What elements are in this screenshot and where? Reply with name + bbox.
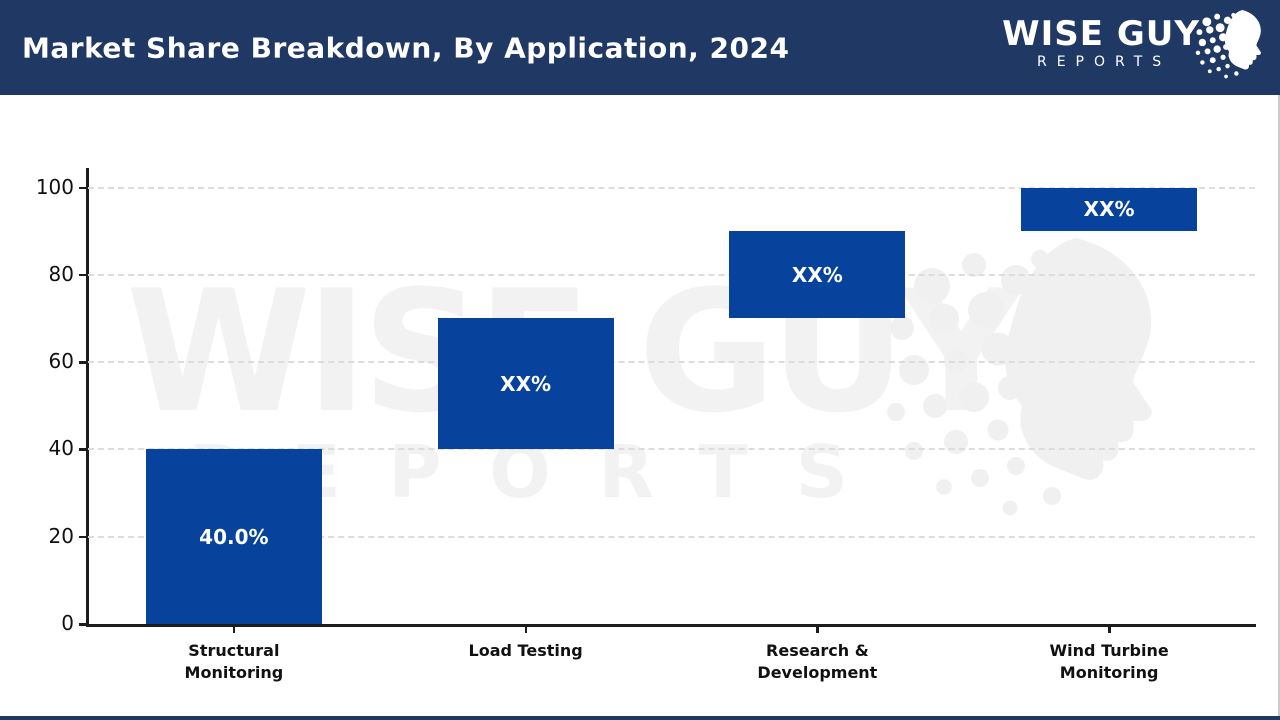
y-tick-mark: [79, 535, 87, 539]
bar-segment-4: XX%: [1021, 187, 1198, 232]
y-tick-mark: [79, 448, 87, 451]
y-gridline: [88, 535, 1255, 538]
bar-value-label: XX%: [791, 262, 843, 287]
bar-value-label: XX%: [1083, 197, 1135, 222]
y-tick-label: 80: [48, 261, 74, 286]
bar-segment-1: 40.0%: [145, 449, 322, 624]
brand-logo-text: WISE GUY REPORTS: [1002, 14, 1200, 70]
x-category-label: Structural Monitoring: [184, 641, 284, 682]
y-gridline: [88, 186, 1255, 189]
brand-wordmark: WISE GUY: [1002, 14, 1200, 54]
y-tick-label: 20: [48, 523, 74, 548]
y-tick-mark: [79, 623, 87, 626]
x-tick-mark: [524, 627, 528, 633]
header-band: Market Share Breakdown, By Application, …: [0, 0, 1280, 95]
y-tick-mark: [79, 186, 87, 189]
y-tick-label: 60: [48, 349, 74, 374]
y-tick-label: 40: [48, 436, 74, 461]
y-axis-line: [86, 168, 89, 627]
y-gridline: [88, 448, 1255, 451]
bar-value-label: 40.0%: [199, 524, 269, 549]
x-tick-mark: [232, 627, 236, 633]
x-category-label: Research & Development: [757, 641, 878, 682]
x-category-label: Load Testing: [468, 641, 583, 660]
x-tick-mark: [1108, 627, 1111, 633]
y-tick-label: 100: [35, 174, 74, 199]
bar-segment-3: XX%: [729, 231, 906, 319]
brand-subtext: REPORTS: [1036, 53, 1172, 70]
x-axis-line: [86, 624, 1256, 627]
chart-title: Market Share Breakdown, By Application, …: [22, 31, 790, 64]
brand-logo: WISE GUY REPORTS: [1002, 3, 1266, 93]
y-gridline: [88, 361, 1255, 364]
y-gridline: [88, 273, 1255, 276]
bottom-accent-strip: [0, 716, 1280, 720]
y-tick-mark: [79, 361, 87, 364]
y-tick-label: 0: [61, 611, 74, 636]
y-tick-mark: [79, 273, 87, 277]
right-edge-border: [1278, 95, 1280, 717]
brand-face-icon: [1195, 9, 1261, 79]
x-tick-mark: [816, 627, 819, 633]
bar-segment-2: XX%: [437, 318, 614, 450]
x-category-label: Wind Turbine Monitoring: [1049, 641, 1169, 682]
bar-value-label: XX%: [500, 371, 552, 396]
